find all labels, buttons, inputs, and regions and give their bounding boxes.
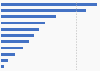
Bar	[1, 9, 86, 12]
Bar	[1, 15, 56, 18]
Bar	[1, 3, 97, 6]
Bar	[1, 28, 39, 31]
Bar	[1, 65, 4, 68]
Bar	[1, 47, 23, 49]
Bar	[1, 22, 45, 24]
Bar	[1, 34, 34, 37]
Bar	[1, 59, 8, 62]
Bar	[1, 53, 15, 56]
Bar	[1, 40, 29, 43]
